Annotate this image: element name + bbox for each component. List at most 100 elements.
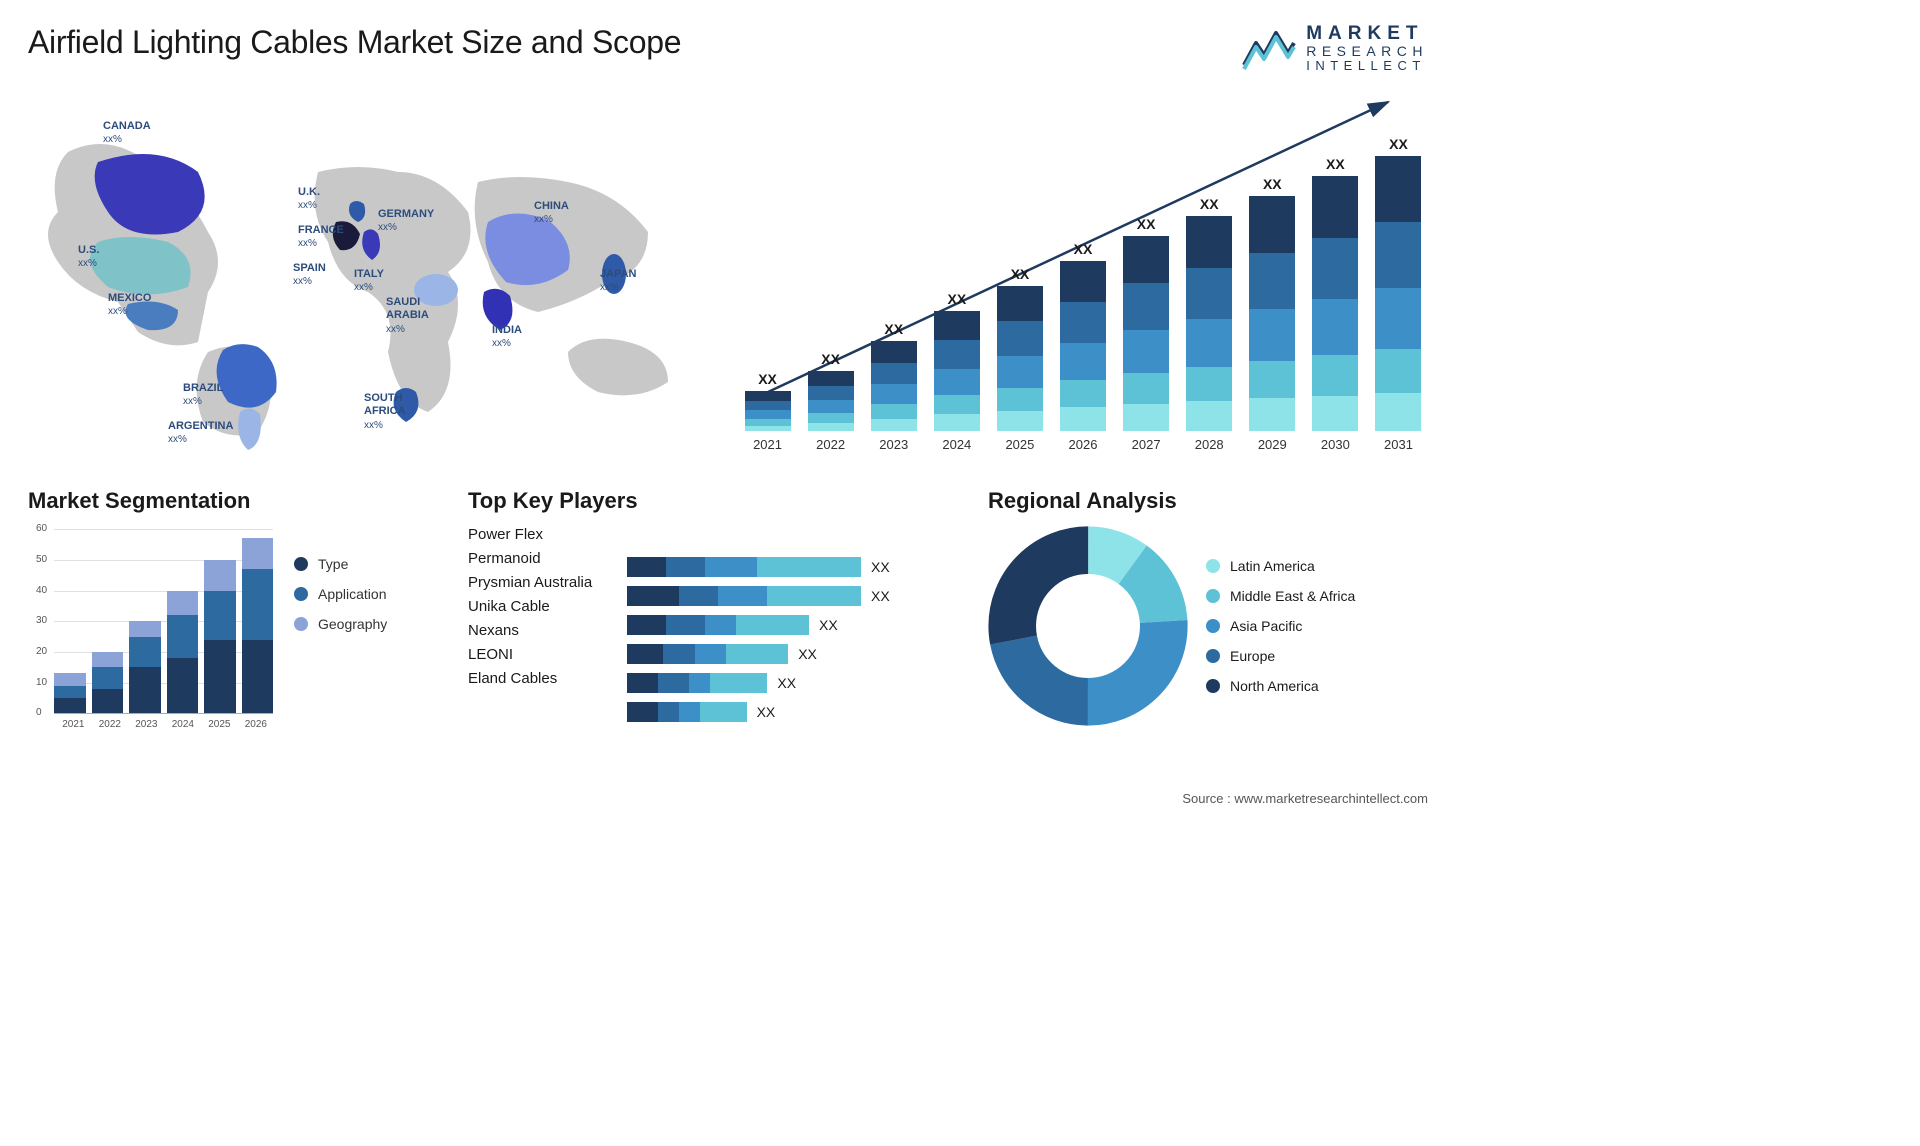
growth-year-label: 2026 [1069,437,1098,452]
growth-bar-2026: XX 2026 [1053,241,1112,452]
legend-label: Latin America [1230,558,1315,574]
players-title: Top Key Players [468,488,968,514]
map-label-argentina: ARGENTINAxx% [168,420,233,446]
growth-bar-2030: XX 2030 [1306,156,1365,452]
segmentation-legend: Type Application Geography [294,526,387,736]
player-name: Nexans [468,622,613,639]
seg-xtick: 2021 [62,719,84,730]
seg-bar-2024 [167,591,199,714]
growth-bar-label: XX [884,321,903,337]
player-value-label: XX [871,588,890,604]
map-label-spain: SPAINxx% [293,262,326,288]
player-bar-row: XX [627,586,968,606]
growth-year-label: 2027 [1132,437,1161,452]
seg-legend-item: Type [294,556,387,572]
player-value-label: XX [871,559,890,575]
regional-panel: Regional Analysis Latin America Middle Ea… [988,488,1428,758]
growth-bar-2024: XX2024 [927,291,986,452]
seg-ytick: 40 [36,585,47,596]
growth-bar-label: XX [1389,136,1408,152]
legend-dot-icon [294,557,308,571]
seg-ytick: 0 [36,707,42,718]
logo-sub: RESEARCH [1306,44,1428,59]
player-bar-row: XX [627,557,968,577]
player-bar-row: XX [627,644,968,664]
legend-label: Middle East & Africa [1230,588,1355,604]
seg-ytick: 10 [36,677,47,688]
legend-dot-icon [294,587,308,601]
growth-bar-label: XX [1200,196,1219,212]
player-name: Permanoid [468,550,613,567]
growth-year-label: 2029 [1258,437,1287,452]
legend-dot-icon [1206,649,1220,663]
logo-main: MARKET [1306,24,1428,44]
player-bar-row: XX [627,673,968,693]
player-value-label: XX [819,617,838,633]
map-label-france: FRANCExx% [298,224,344,250]
map-label-italy: ITALYxx% [354,268,384,294]
growth-bar-2023: XX 2023 [864,321,923,452]
map-label-south-africa: SOUTHAFRICAxx% [364,392,406,432]
growth-year-label: 2031 [1384,437,1413,452]
map-label-mexico: MEXICOxx% [108,292,151,318]
legend-label: Application [318,586,387,602]
map-label-china: CHINAxx% [534,200,569,226]
growth-bar-label: XX [1074,241,1093,257]
growth-year-label: 2021 [753,437,782,452]
seg-ytick: 50 [36,554,47,565]
growth-year-label: 2025 [1005,437,1034,452]
region-legend-item: North America [1206,678,1355,694]
map-label-u-s-: U.S.xx% [78,244,99,270]
growth-bar-2028: XX2028 [1180,196,1239,452]
segmentation-chart: 0102030405060202120222023202420252026 [28,526,278,736]
growth-bar-2021: XX 2021 [738,371,797,452]
player-name: LEONI [468,646,613,663]
legend-label: Asia Pacific [1230,618,1302,634]
logo-tag: INTELLECT [1306,59,1428,73]
growth-chart-panel: XX2021XX2022XX2023XX2024XX2025XX2026XX20… [738,92,1428,472]
seg-ytick: 20 [36,646,47,657]
logo-icon [1242,25,1296,71]
map-label-saudi-arabia: SAUDIARABIAxx% [386,296,429,336]
source-text: Source : www.marketresearchintellect.com [1182,791,1428,806]
growth-bar-label: XX [758,371,777,387]
players-panel: Top Key Players Power FlexPermanoidPrysm… [468,488,968,758]
world-map-panel: CANADAxx%U.S.xx%MEXICOxx%BRAZILxx%ARGENT… [28,92,708,472]
seg-bar-2025 [204,560,236,713]
donut-slice [1012,550,1164,702]
player-name: Prysmian Australia [468,574,613,591]
player-bar-row: XX [627,702,968,722]
growth-bar-label: XX [1011,266,1030,282]
growth-year-label: 2030 [1321,437,1350,452]
player-name: Unika Cable [468,598,613,615]
page-title: Airfield Lighting Cables Market Size and… [28,24,681,61]
legend-dot-icon [294,617,308,631]
map-label-india: INDIAxx% [492,324,522,350]
region-legend-item: Europe [1206,648,1355,664]
regional-legend: Latin America Middle East & Africa Asia Pa… [1206,558,1355,694]
player-value-label: XX [757,704,776,720]
region-legend-item: Asia Pacific [1206,618,1355,634]
legend-dot-icon [1206,589,1220,603]
region-legend-item: Latin America [1206,558,1355,574]
legend-label: Type [318,556,348,572]
seg-xtick: 2023 [135,719,157,730]
growth-year-label: 2023 [879,437,908,452]
segmentation-title: Market Segmentation [28,488,448,514]
brand-logo: MARKET RESEARCH INTELLECT [1242,24,1428,72]
growth-bar-label: XX [947,291,966,307]
growth-bar-label: XX [1137,216,1156,232]
legend-dot-icon [1206,679,1220,693]
growth-bar-2022: XX2022 [801,351,860,452]
growth-bar-2027: XX 2027 [1117,216,1176,452]
seg-xtick: 2025 [208,719,230,730]
growth-bar-2031: XX 2031 [1369,136,1428,452]
segmentation-panel: Market Segmentation 01020304050602021202… [28,488,448,758]
player-names: Power FlexPermanoidPrysmian AustraliaUni… [468,526,613,722]
legend-label: Europe [1230,648,1275,664]
seg-legend-item: Geography [294,616,387,632]
player-bar-row: XX [627,615,968,635]
growth-bar-2025: XX 2025 [990,266,1049,452]
regional-title: Regional Analysis [988,488,1428,514]
growth-bar-label: XX [1326,156,1345,172]
